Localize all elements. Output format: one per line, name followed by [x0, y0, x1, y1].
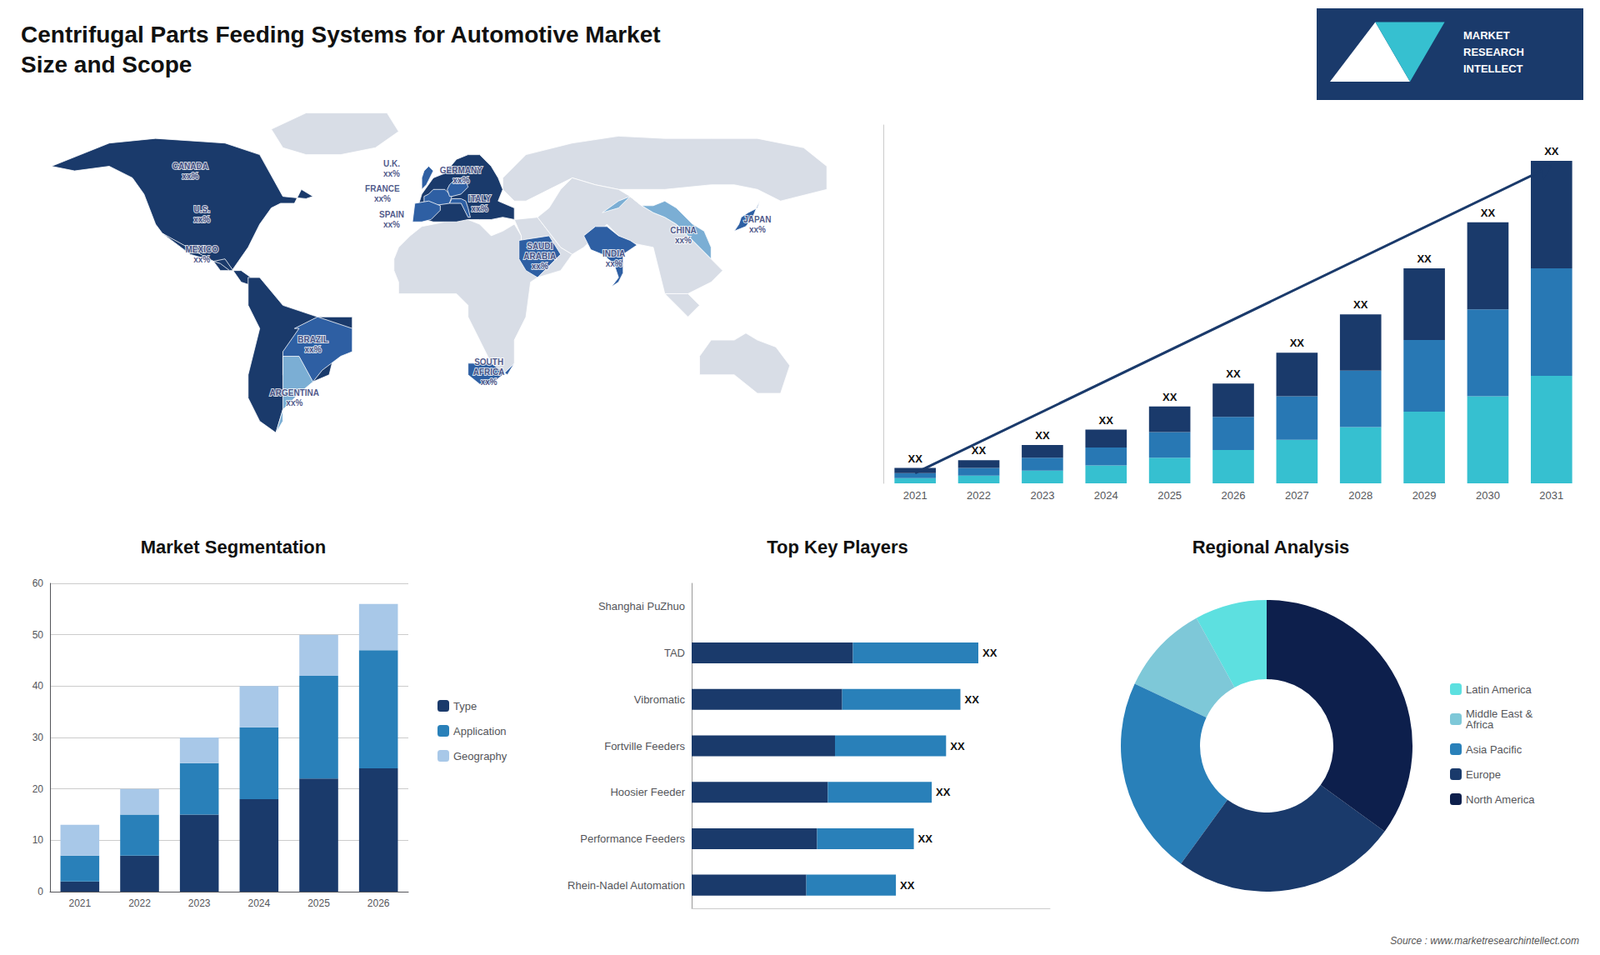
svg-text:xx%: xx% [383, 220, 400, 230]
svg-text:xx%: xx% [374, 194, 391, 204]
svg-text:20: 20 [32, 783, 45, 795]
svg-text:2031: 2031 [1539, 489, 1564, 502]
svg-text:Rhein-Nadel Automation: Rhein-Nadel Automation [567, 879, 685, 892]
svg-text:XX: XX [965, 693, 980, 706]
svg-text:2022: 2022 [966, 489, 991, 502]
svg-text:Africa: Africa [1465, 718, 1495, 731]
svg-text:Hoosier Feeder: Hoosier Feeder [610, 785, 685, 799]
svg-text:FRANCE: FRANCE [365, 184, 400, 194]
svg-text:2029: 2029 [1412, 489, 1437, 502]
svg-text:ARGENTINA: ARGENTINA [270, 388, 320, 398]
svg-text:2025: 2025 [307, 897, 330, 910]
svg-text:XX: XX [1162, 390, 1178, 404]
svg-text:2024: 2024 [247, 897, 270, 910]
svg-text:JAPAN: JAPAN [743, 215, 771, 225]
svg-text:xx%: xx% [383, 169, 400, 179]
svg-text:Regional Analysis: Regional Analysis [1192, 536, 1350, 558]
svg-text:BRAZIL: BRAZIL [297, 335, 329, 345]
svg-text:xx%: xx% [471, 204, 489, 214]
svg-text:Europe: Europe [1465, 768, 1501, 781]
svg-text:Centrifugal Parts Feeding Syst: Centrifugal Parts Feeding Systems for Au… [20, 21, 661, 48]
svg-text:10: 10 [32, 834, 45, 846]
svg-text:xx%: xx% [452, 175, 470, 185]
svg-text:RESEARCH: RESEARCH [1463, 45, 1525, 59]
svg-text:2022: 2022 [128, 897, 151, 910]
svg-text:XX: XX [1035, 429, 1050, 442]
svg-text:XX: XX [1290, 336, 1305, 350]
svg-text:Market Segmentation: Market Segmentation [140, 536, 327, 558]
svg-text:60: 60 [32, 577, 45, 590]
svg-text:XX: XX [1225, 367, 1241, 380]
svg-text:xx%: xx% [285, 398, 303, 408]
svg-text:Type: Type [453, 700, 477, 713]
svg-text:GERMANY: GERMANY [440, 165, 483, 175]
svg-text:TAD: TAD [664, 646, 685, 660]
svg-text:xx%: xx% [193, 255, 210, 265]
svg-text:CANADA: CANADA [172, 161, 209, 171]
svg-text:xx%: xx% [480, 377, 498, 387]
svg-text:2023: 2023 [188, 897, 211, 910]
svg-text:XX: XX [950, 740, 965, 753]
svg-text:SOUTH: SOUTH [474, 357, 504, 367]
svg-text:2028: 2028 [1348, 489, 1373, 502]
svg-text:40: 40 [32, 680, 45, 692]
svg-text:2025: 2025 [1157, 489, 1182, 502]
svg-text:2026: 2026 [367, 897, 390, 910]
svg-text:U.S.: U.S. [193, 205, 210, 215]
svg-text:xx%: xx% [605, 259, 623, 269]
svg-text:2024: 2024 [1094, 489, 1119, 502]
svg-text:XX: XX [982, 646, 998, 660]
svg-text:Shanghai PuZhuo: Shanghai PuZhuo [598, 600, 685, 613]
svg-text:2021: 2021 [903, 489, 928, 502]
svg-text:SAUDI: SAUDI [526, 241, 553, 251]
svg-text:ARABIA: ARABIA [523, 251, 556, 261]
svg-text:ITALY: ITALY [468, 194, 492, 204]
svg-text:30: 30 [32, 731, 45, 744]
svg-text:CHINA: CHINA [670, 225, 697, 235]
svg-text:xx%: xx% [193, 215, 210, 225]
svg-text:U.K.: U.K. [383, 159, 400, 169]
svg-text:MARKET: MARKET [1463, 29, 1510, 42]
svg-text:2023: 2023 [1030, 489, 1055, 502]
svg-text:AFRICA: AFRICA [473, 367, 505, 377]
svg-text:2026: 2026 [1221, 489, 1246, 502]
svg-text:xx%: xx% [531, 261, 549, 271]
svg-text:INTELLECT: INTELLECT [1463, 62, 1524, 75]
svg-text:2021: 2021 [68, 897, 91, 910]
svg-text:Latin America: Latin America [1465, 683, 1533, 696]
svg-text:XX: XX [1544, 145, 1560, 158]
svg-text:XX: XX [1099, 414, 1115, 427]
svg-text:SPAIN: SPAIN [379, 210, 405, 220]
svg-text:XX: XX [908, 452, 924, 465]
svg-text:Asia Pacific: Asia Pacific [1465, 743, 1523, 756]
svg-text:Performance Feeders: Performance Feeders [580, 832, 685, 845]
svg-text:xx%: xx% [675, 235, 692, 245]
svg-text:XX: XX [1480, 206, 1496, 220]
svg-text:Geography: Geography [453, 750, 508, 763]
svg-text:XX: XX [918, 832, 934, 845]
svg-text:XX: XX [971, 444, 987, 457]
svg-text:MEXICO: MEXICO [185, 245, 219, 255]
svg-text:Size and Scope: Size and Scope [20, 51, 192, 78]
svg-text:North America: North America [1465, 793, 1535, 806]
svg-text:50: 50 [32, 629, 45, 641]
svg-text:XX: XX [1353, 298, 1369, 311]
svg-text:Source : www.marketresearchint: Source : www.marketresearchintellect.com [1390, 935, 1580, 947]
svg-text:XX: XX [935, 785, 951, 799]
svg-text:2030: 2030 [1475, 489, 1500, 502]
svg-text:Top Key Players: Top Key Players [766, 536, 909, 558]
svg-text:INDIA: INDIA [602, 249, 625, 259]
svg-text:xx%: xx% [305, 345, 322, 355]
svg-text:Application: Application [453, 725, 507, 738]
svg-text:0: 0 [37, 885, 44, 898]
svg-text:Vibromatic: Vibromatic [634, 693, 686, 706]
svg-text:xx%: xx% [749, 225, 766, 235]
svg-text:Fortville Feeders: Fortville Feeders [604, 740, 685, 753]
svg-text:xx%: xx% [181, 171, 199, 181]
svg-text:XX: XX [900, 879, 915, 892]
svg-text:XX: XX [1416, 252, 1432, 265]
svg-text:Middle East &: Middle East & [1465, 707, 1533, 720]
svg-text:2027: 2027 [1285, 489, 1310, 502]
